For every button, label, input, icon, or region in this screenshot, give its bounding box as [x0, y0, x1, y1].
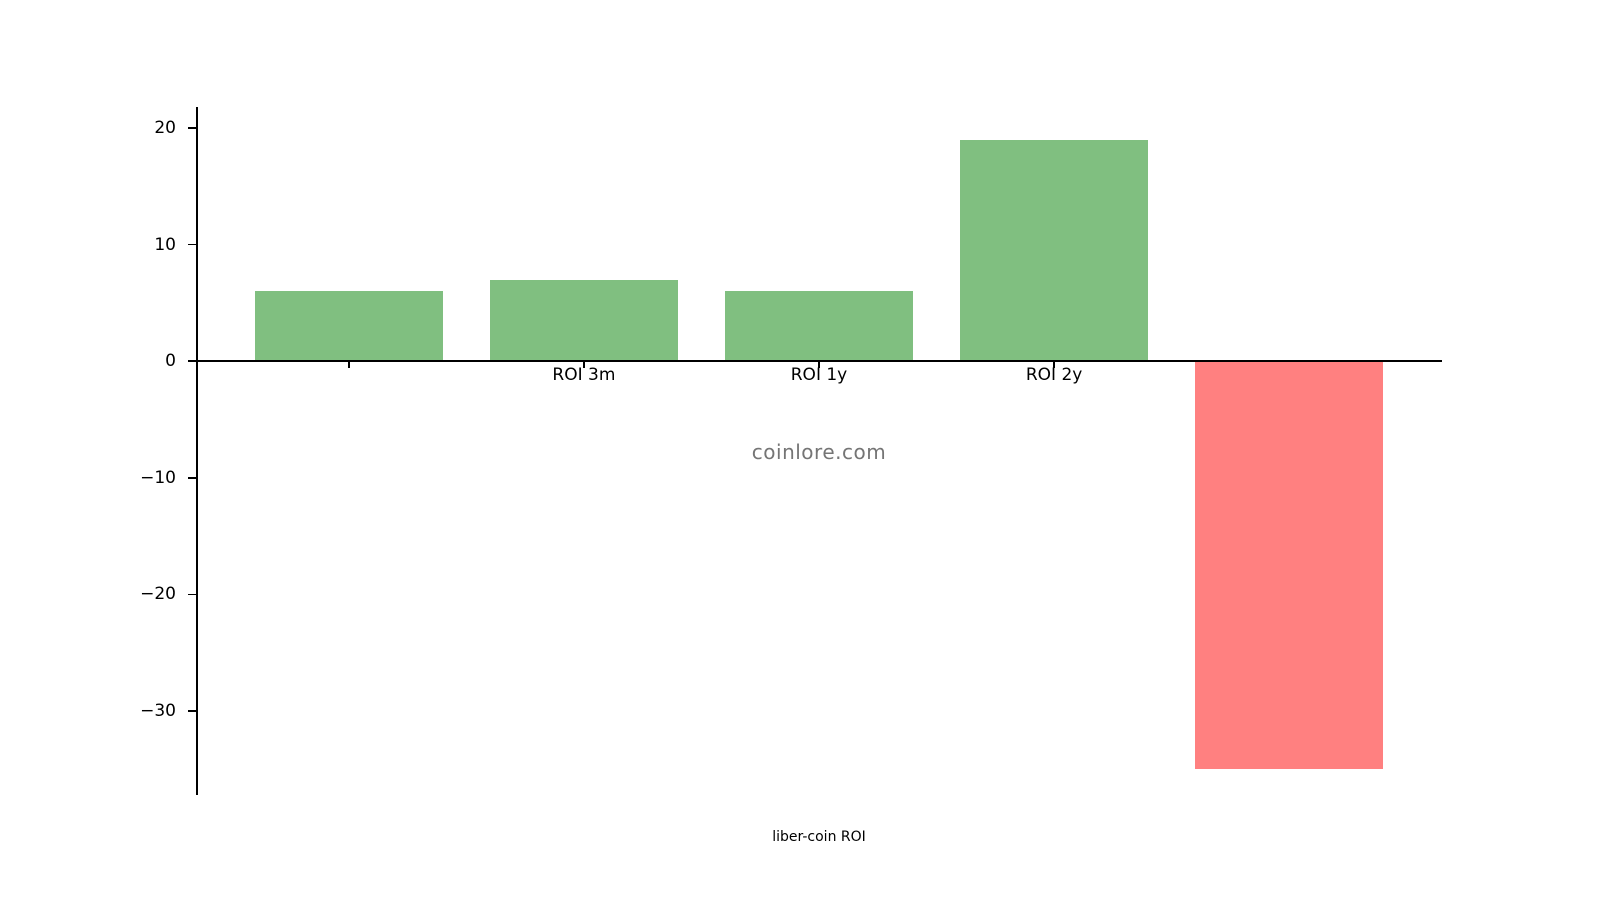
positive-roi-bar — [724, 291, 914, 362]
x-tick-label: ROI 2y — [1025, 365, 1083, 386]
x-tick — [818, 361, 820, 369]
negative-roi-bar — [1195, 361, 1384, 770]
y-tick — [188, 360, 196, 362]
positive-roi-bar — [960, 139, 1149, 362]
x-tick — [583, 361, 585, 369]
y-tick-label: 20 — [154, 117, 176, 138]
positive-roi-bar — [254, 291, 443, 362]
x-tick-label: ROI 1y — [790, 365, 848, 386]
y-tick — [188, 710, 196, 712]
y-tick — [188, 593, 196, 596]
y-tick-label: −10 — [140, 467, 176, 488]
y-tick-label: −20 — [140, 584, 176, 605]
y-tick — [188, 477, 196, 479]
y-tick — [188, 127, 196, 129]
y-tick-label: 10 — [154, 234, 176, 255]
x-tick — [1053, 361, 1055, 369]
x-tick — [348, 361, 350, 369]
x-tick-label: ROI 3m — [552, 365, 616, 386]
y-tick — [188, 243, 196, 246]
watermark: coinlore.com — [751, 440, 887, 464]
positive-roi-bar — [489, 279, 678, 362]
chart-xlabel: liber-coin ROI — [772, 829, 866, 845]
y-tick-label: −30 — [140, 701, 176, 722]
y-axis-spine — [196, 107, 198, 795]
y-tick-label: 0 — [165, 351, 176, 372]
